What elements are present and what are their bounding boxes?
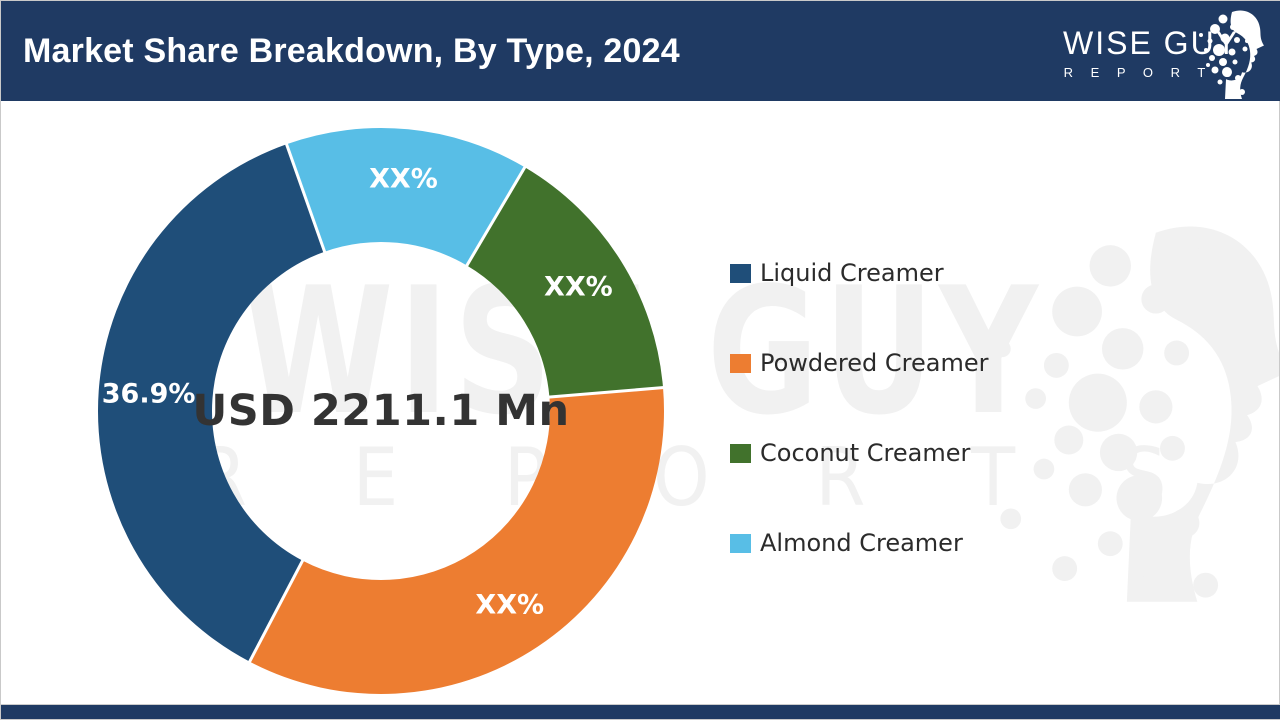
logo-subtext: R E P O R T S bbox=[1063, 65, 1239, 80]
legend-item-coconut-creamer: Coconut Creamer bbox=[730, 439, 970, 467]
legend-label: Powdered Creamer bbox=[760, 349, 989, 377]
donut-slice-liquid-creamer bbox=[97, 144, 325, 662]
legend-item-liquid-creamer: Liquid Creamer bbox=[730, 259, 944, 287]
legend-swatch bbox=[730, 533, 751, 553]
logo-face-icon bbox=[1199, 10, 1264, 99]
slice-separator bbox=[247, 559, 305, 664]
chart-area: WISE GUY R E P O R T S USD 2211.1 Mn 36.… bbox=[1, 101, 1279, 706]
slice-separator bbox=[548, 386, 665, 399]
donut-chart bbox=[97, 127, 665, 694]
watermark-face-icon bbox=[994, 226, 1279, 602]
donut-slice-almond-creamer bbox=[286, 127, 525, 266]
chart-center-value: USD 2211.1 Mn bbox=[192, 386, 570, 436]
slice-label-liquid-creamer: 36.9% bbox=[101, 378, 196, 410]
slice-label-almond-creamer: XX% bbox=[369, 163, 438, 195]
slice-label-coconut-creamer: XX% bbox=[544, 271, 613, 303]
watermark-subtext: R E P O R T S bbox=[197, 431, 1208, 524]
logo-wordmark: WISE GUY bbox=[1063, 25, 1240, 61]
slice-label-powdered-creamer: XX% bbox=[475, 589, 545, 621]
donut-slice-coconut-creamer bbox=[466, 167, 664, 398]
legend-label: Coconut Creamer bbox=[760, 439, 971, 467]
legend-swatch bbox=[730, 353, 751, 373]
footer-band bbox=[1, 704, 1280, 719]
wise-guy-logo: WISE GUY R E P O R T S bbox=[1035, 7, 1267, 99]
legend-item-almond-creamer: Almond Creamer bbox=[730, 529, 963, 557]
legend-swatch bbox=[730, 443, 751, 463]
header-band: Market Share Breakdown, By Type, 2024 WI… bbox=[1, 1, 1280, 101]
legend-label: Almond Creamer bbox=[760, 529, 963, 557]
donut-slice-powdered-creamer bbox=[249, 387, 664, 694]
legend-swatch bbox=[730, 263, 751, 283]
page-title: Market Share Breakdown, By Type, 2024 bbox=[23, 31, 680, 70]
legend-item-powdered-creamer: Powdered Creamer bbox=[730, 349, 988, 377]
legend-label: Liquid Creamer bbox=[760, 259, 944, 287]
slice-separator bbox=[284, 142, 327, 254]
slice-separator bbox=[465, 165, 527, 268]
